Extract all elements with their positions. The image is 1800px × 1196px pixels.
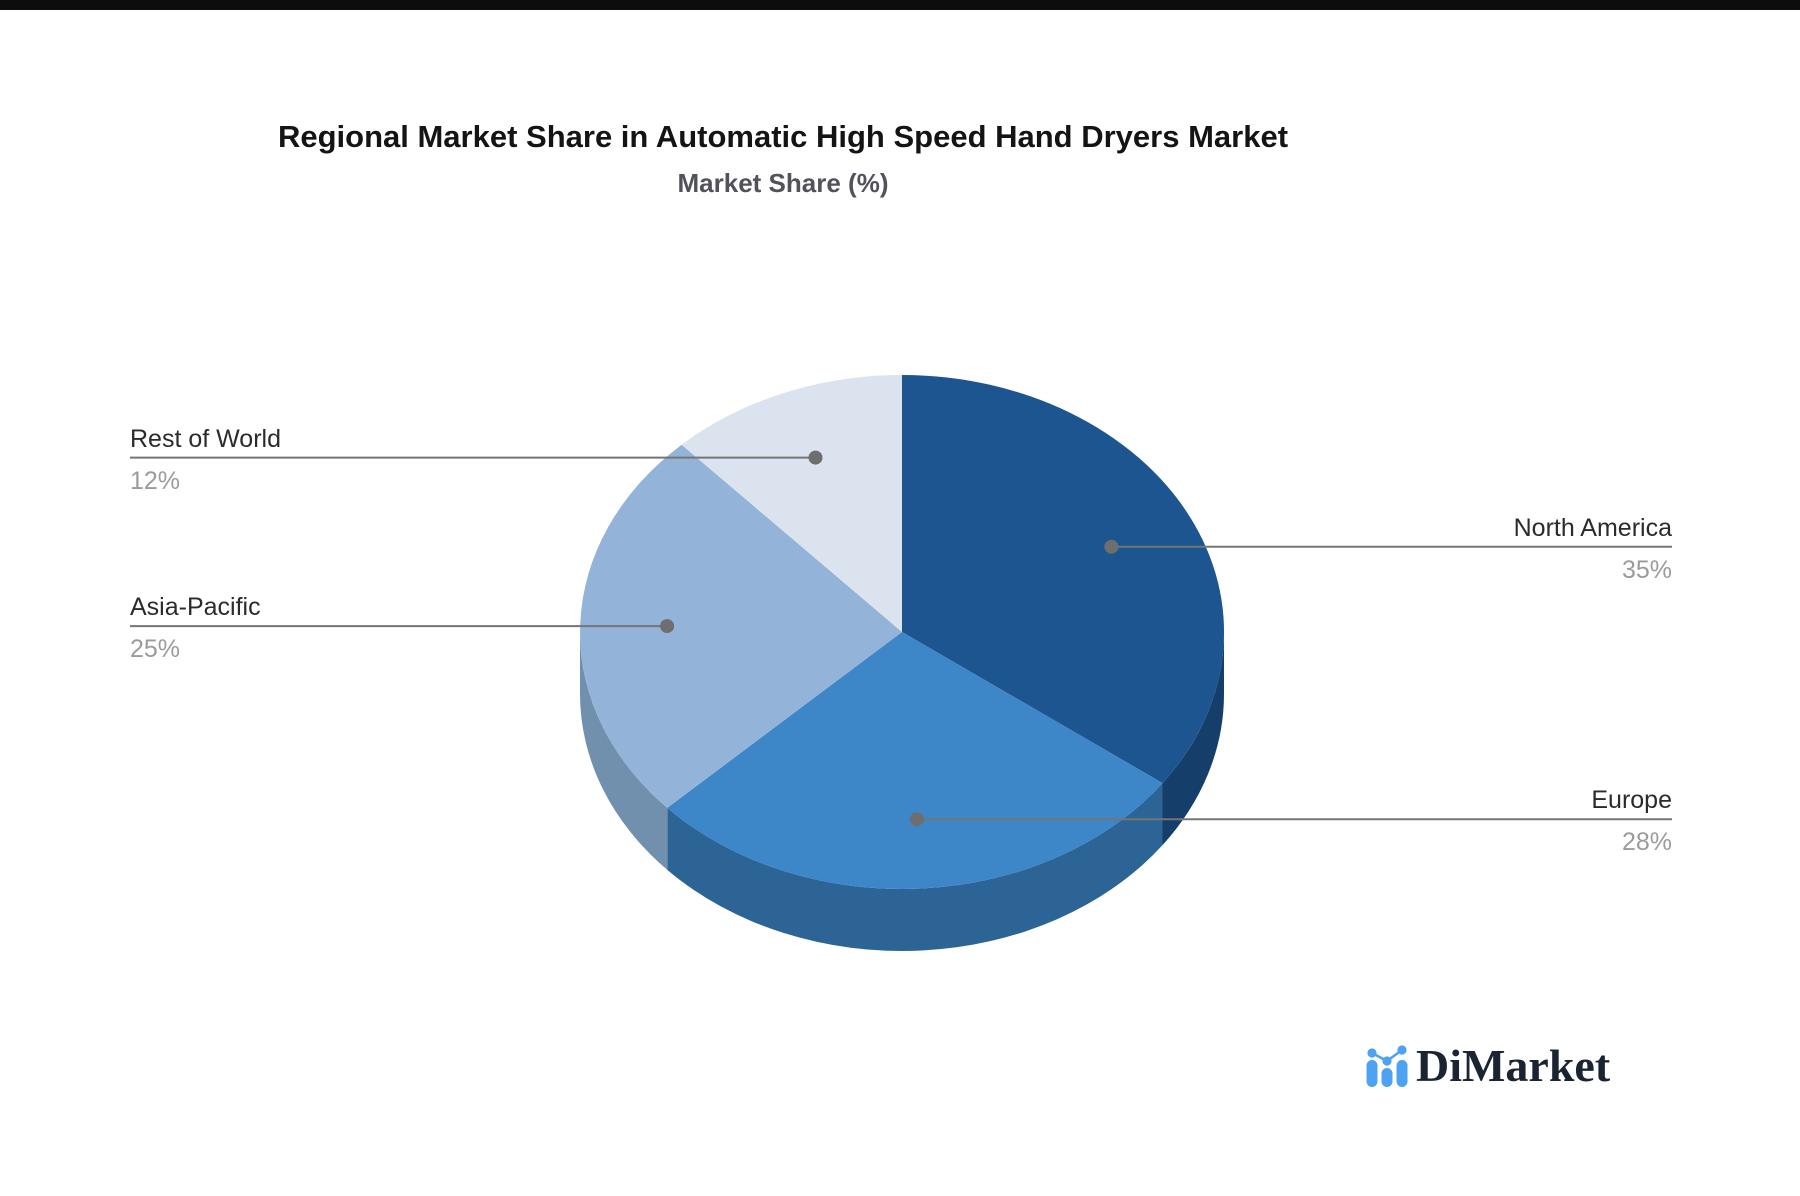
slice-percent: 28% — [1621, 828, 1672, 857]
dimarket-logo-text: DiMarket — [1416, 1040, 1611, 1091]
connector-dot — [660, 619, 675, 634]
dimarket-logo-icon — [1366, 1045, 1408, 1087]
connector-dot — [1104, 539, 1119, 554]
pie-slice-asia-pacific[interactable] — [580, 444, 902, 808]
top-window-strip — [0, 0, 1800, 10]
pie-slice-rest-of-world[interactable] — [681, 375, 902, 632]
pie-slice-north-america[interactable] — [902, 375, 1225, 784]
pie-slice-europe[interactable] — [667, 632, 1163, 889]
connector-dot — [808, 450, 823, 465]
slice-name: Europe — [1591, 786, 1672, 815]
pie-slice-side-asia-pacific — [580, 632, 668, 870]
chart-subtitle: Market Share (%) — [677, 168, 889, 198]
chart-title: Regional Market Share in Automatic High … — [277, 119, 1289, 154]
slice-label-europe: Europe 28% — [1112, 785, 1672, 857]
slice-percent: 12% — [130, 466, 181, 495]
slice-name: North America — [1513, 513, 1672, 542]
slice-label-asia-pacific: Asia-Pacific 25% — [130, 592, 690, 664]
slice-label-north-america: North America 35% — [1112, 513, 1672, 585]
slice-label-rest-of-world: Rest of World 12% — [130, 424, 690, 496]
connector-dot — [909, 812, 924, 827]
pie-slice-side-europe — [667, 783, 1163, 951]
slice-name: Asia-Pacific — [130, 593, 261, 622]
slice-percent: 25% — [130, 635, 181, 664]
slice-percent: 35% — [1621, 555, 1672, 584]
slice-name: Rest of World — [130, 424, 281, 453]
pie-slice-side-north-america — [1162, 632, 1225, 846]
